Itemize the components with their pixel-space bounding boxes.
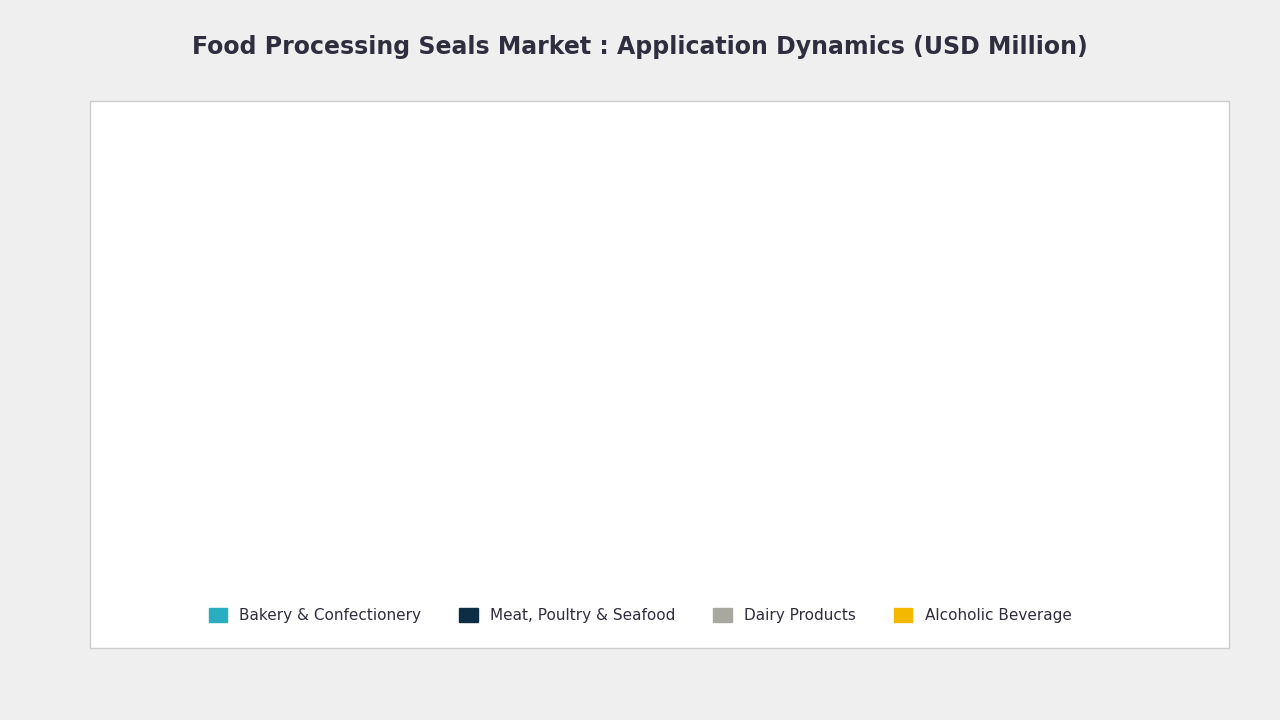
Legend: Bakery & Confectionery, Meat, Poultry & Seafood, Dairy Products, Alcoholic Bever: Bakery & Confectionery, Meat, Poultry & …	[202, 602, 1078, 629]
Bar	[959, 337, 997, 576]
Bar	[1056, 395, 1094, 576]
Bar	[262, 244, 301, 576]
Text: Food Processing Seals Market : Application Dynamics (USD Million): Food Processing Seals Market : Applicati…	[192, 35, 1088, 59]
Bar	[910, 192, 948, 576]
Bar	[360, 415, 398, 576]
Bar	[408, 431, 447, 576]
Bar	[311, 374, 349, 576]
Bar	[1007, 384, 1046, 576]
